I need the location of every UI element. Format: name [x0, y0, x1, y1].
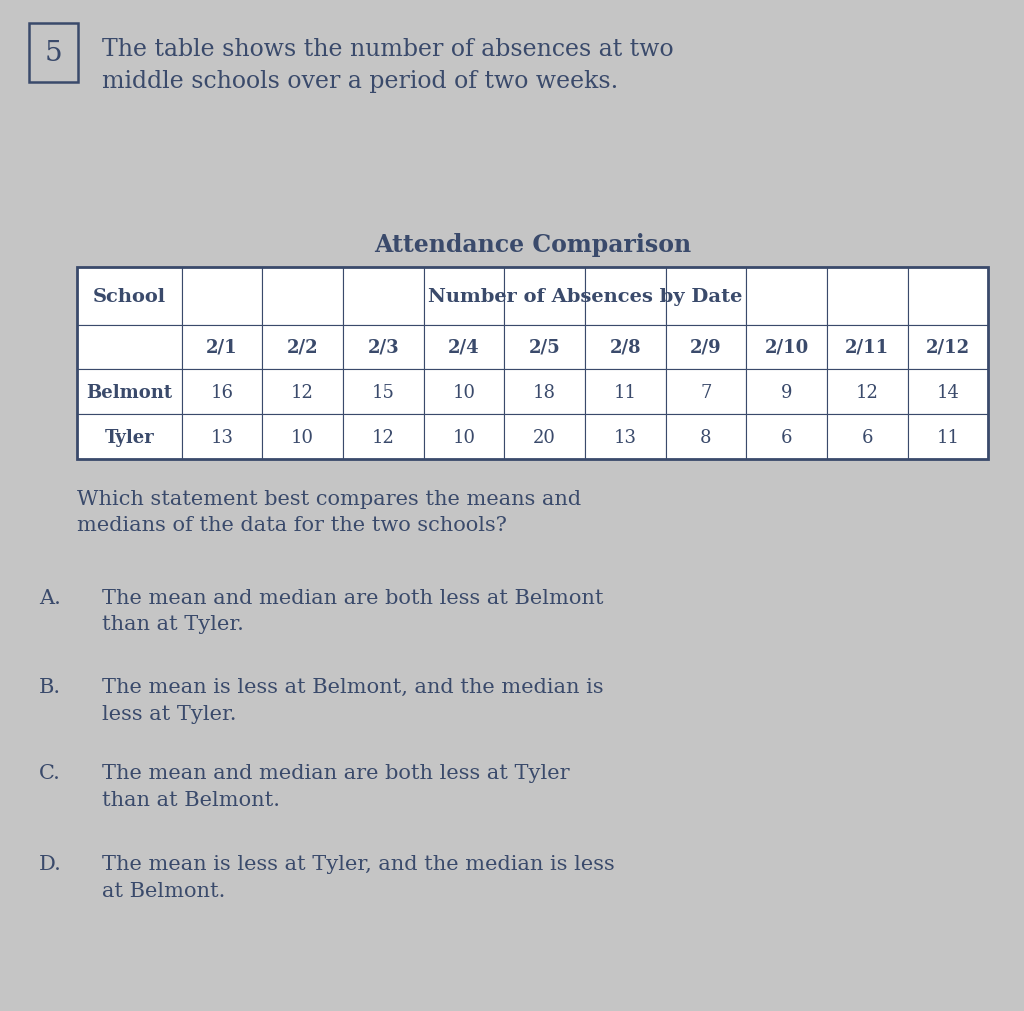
Bar	[746, 370, 826, 415]
Bar	[262, 370, 343, 415]
Text: 2/10: 2/10	[764, 339, 809, 357]
Text: 13: 13	[613, 429, 637, 447]
Bar	[907, 326, 988, 370]
Bar	[585, 370, 666, 415]
Bar	[77, 326, 181, 370]
Text: 10: 10	[291, 429, 314, 447]
Text: 2/8: 2/8	[609, 339, 641, 357]
Text: Belmont: Belmont	[86, 383, 172, 401]
Text: The mean and median are both less at Belmont
than at Tyler.: The mean and median are both less at Bel…	[102, 588, 604, 634]
Bar	[343, 370, 424, 415]
Bar	[343, 415, 424, 460]
Text: 20: 20	[534, 429, 556, 447]
Bar	[666, 268, 746, 326]
Bar	[826, 268, 907, 326]
Text: The mean is less at Belmont, and the median is
less at Tyler.: The mean is less at Belmont, and the med…	[102, 677, 604, 723]
Text: 10: 10	[453, 429, 475, 447]
Bar	[504, 326, 585, 370]
Text: 12: 12	[856, 383, 879, 401]
Bar	[585, 415, 666, 460]
Bar	[666, 370, 746, 415]
Text: School: School	[92, 288, 166, 305]
Text: 9: 9	[780, 383, 793, 401]
Text: 16: 16	[211, 383, 233, 401]
Bar	[343, 268, 424, 326]
Bar	[262, 415, 343, 460]
Bar	[504, 415, 585, 460]
Text: The mean is less at Tyler, and the median is less
at Belmont.: The mean is less at Tyler, and the media…	[102, 854, 615, 900]
Bar	[181, 268, 262, 326]
Text: 12: 12	[291, 383, 314, 401]
Text: Tyler: Tyler	[104, 429, 154, 447]
Text: 15: 15	[372, 383, 394, 401]
Bar	[181, 415, 262, 460]
Bar	[746, 326, 826, 370]
Text: 2/11: 2/11	[845, 339, 889, 357]
Bar	[826, 326, 907, 370]
Bar	[77, 268, 181, 326]
Text: The mean and median are both less at Tyler
than at Belmont.: The mean and median are both less at Tyl…	[102, 763, 570, 809]
Bar	[746, 415, 826, 460]
Text: 8: 8	[700, 429, 712, 447]
Bar	[77, 415, 181, 460]
Bar	[826, 415, 907, 460]
Text: 6: 6	[780, 429, 793, 447]
Bar	[262, 268, 343, 326]
Bar	[424, 268, 504, 326]
Bar	[907, 370, 988, 415]
Bar	[666, 415, 746, 460]
Text: The table shows the number of absences at two
middle schools over a period of tw: The table shows the number of absences a…	[102, 38, 674, 93]
Bar	[504, 268, 585, 326]
Text: 18: 18	[534, 383, 556, 401]
Bar	[504, 370, 585, 415]
Text: 2/3: 2/3	[368, 339, 399, 357]
FancyBboxPatch shape	[29, 24, 78, 83]
Text: 2/2: 2/2	[287, 339, 318, 357]
Bar	[77, 370, 181, 415]
Text: C.: C.	[39, 763, 60, 783]
Text: Which statement best compares the means and
medians of the data for the two scho: Which statement best compares the means …	[77, 489, 581, 535]
Bar	[77, 268, 988, 460]
Text: 2/12: 2/12	[926, 339, 970, 357]
Text: 6: 6	[861, 429, 872, 447]
Text: 7: 7	[700, 383, 712, 401]
Text: 11: 11	[936, 429, 959, 447]
Bar	[585, 326, 666, 370]
Bar	[262, 326, 343, 370]
Text: 12: 12	[372, 429, 394, 447]
Bar	[424, 415, 504, 460]
Bar	[907, 268, 988, 326]
Bar	[746, 268, 826, 326]
Bar	[666, 326, 746, 370]
Text: 2/4: 2/4	[449, 339, 479, 357]
Bar	[424, 326, 504, 370]
Bar	[343, 326, 424, 370]
Text: 2/1: 2/1	[206, 339, 238, 357]
Text: 5: 5	[44, 40, 62, 67]
Text: 2/9: 2/9	[690, 339, 722, 357]
Bar	[181, 326, 262, 370]
Text: 10: 10	[453, 383, 475, 401]
Text: Number of Absences by Date: Number of Absences by Date	[428, 288, 742, 305]
Bar	[585, 268, 666, 326]
Text: A.: A.	[39, 588, 60, 608]
Bar	[181, 370, 262, 415]
Text: D.: D.	[39, 854, 61, 874]
Text: 14: 14	[936, 383, 959, 401]
Text: 2/5: 2/5	[528, 339, 560, 357]
Text: B.: B.	[39, 677, 61, 697]
Text: 11: 11	[613, 383, 637, 401]
Bar	[826, 370, 907, 415]
Bar	[424, 370, 504, 415]
Text: Attendance Comparison: Attendance Comparison	[374, 233, 691, 257]
Text: 13: 13	[211, 429, 233, 447]
Bar	[907, 415, 988, 460]
